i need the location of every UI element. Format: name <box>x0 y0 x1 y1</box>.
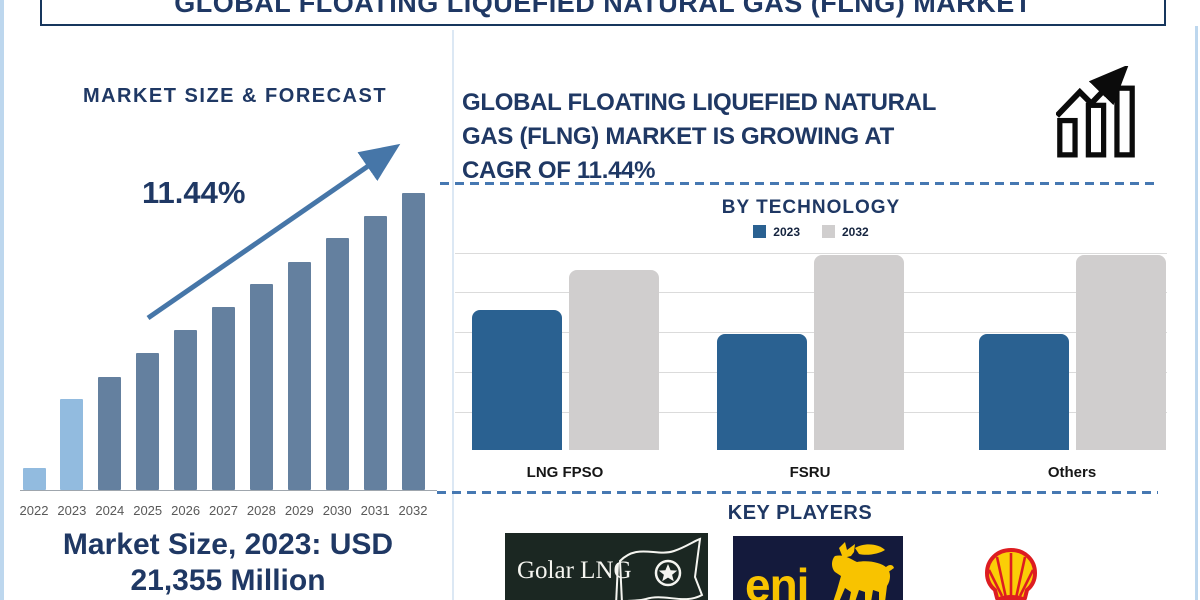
forecast-year-label-2030: 2030 <box>322 503 352 518</box>
eni-logo: eni <box>733 536 903 600</box>
growth-chart-icon <box>1056 66 1135 158</box>
market-size-caption-line1: Market Size, 2023: USD <box>62 528 394 561</box>
flng-growth-heading-line1: GLOBAL FLOATING LIQUEFIED NATURAL <box>462 89 937 116</box>
right-border-strip <box>1195 26 1198 600</box>
legend-label-2032: 2032 <box>842 224 869 239</box>
golar-flag-icon <box>615 537 704 600</box>
forecast-bar-2027 <box>212 307 235 490</box>
technology-gridline-2 <box>455 332 1167 333</box>
technology-gridline-4 <box>455 412 1167 413</box>
tech-bar-fsru-2023 <box>716 334 807 450</box>
forecast-year-label-2023: 2023 <box>57 503 87 518</box>
forecast-year-label-2031: 2031 <box>360 503 390 518</box>
technology-chart <box>455 244 1167 450</box>
tech-bar-others-2032 <box>1075 255 1166 450</box>
page-title: GLOBAL FLOATING LIQUEFIED NATURAL GAS (F… <box>174 0 1032 18</box>
golar-lng-logo-text: Golar LNG <box>517 556 632 584</box>
flng-growth-heading: GLOBAL FLOATING LIQUEFIED NATURAL GAS (F… <box>462 86 1032 188</box>
flng-growth-heading-line2: GAS (FLNG) MARKET IS GROWING AT <box>462 123 894 150</box>
forecast-year-label-2025: 2025 <box>133 503 163 518</box>
market-forecast-heading: MARKET SIZE & FORECAST <box>82 85 388 107</box>
technology-category-labels: LNG FPSO FSRU Others <box>455 464 1167 484</box>
left-border-strip <box>0 0 4 600</box>
tech-bar-lng-fpso-2023 <box>471 310 562 450</box>
forecast-year-label-2028: 2028 <box>246 503 276 518</box>
legend-label-2023: 2023 <box>773 224 800 239</box>
forecast-bar-2029 <box>287 262 311 490</box>
forecast-year-label-2029: 2029 <box>284 503 314 518</box>
tech-category-label-fsru: FSRU <box>789 464 831 481</box>
forecast-x-axis <box>20 490 437 491</box>
eni-logo-text: eni <box>745 559 809 600</box>
by-technology-heading: BY TECHNOLOGY <box>721 197 901 218</box>
legend-item-2023: 2023 <box>753 225 800 239</box>
technology-gridline-0 <box>455 253 1167 254</box>
market-size-caption-line2: 21,355 Million <box>130 564 326 597</box>
forecast-bar-2025 <box>136 353 160 490</box>
forecast-year-label-2026: 2026 <box>171 503 201 518</box>
forecast-year-labels: 2022 2023 2024 2025 2026 2027 2028 2029 2030 2031… <box>19 503 436 519</box>
forecast-bar-2031 <box>363 216 387 490</box>
tech-bar-others-2023 <box>978 334 1069 450</box>
tech-bar-lng-fpso-2032 <box>568 270 659 450</box>
technology-gridline-1 <box>455 292 1167 293</box>
forecast-bar-2023 <box>60 399 84 490</box>
tech-category-label-lng-fpso: LNG FPSO <box>526 464 604 481</box>
market-forecast-chart <box>22 130 436 490</box>
forecast-year-label-2022: 2022 <box>19 503 49 518</box>
forecast-bar-2030 <box>325 238 349 490</box>
technology-chart-legend: 2023 2032 <box>455 224 1167 239</box>
title-bar: GLOBAL FLOATING LIQUEFIED NATURAL GAS (F… <box>40 0 1166 26</box>
forecast-year-label-2024: 2024 <box>95 503 125 518</box>
forecast-year-label-2032: 2032 <box>398 503 428 518</box>
forecast-bar-2032 <box>401 193 425 490</box>
key-players-heading: KEY PLAYERS <box>727 502 873 524</box>
legend-item-2032: 2032 <box>822 225 869 239</box>
forecast-year-label-2027: 2027 <box>209 503 238 518</box>
forecast-bar-2024 <box>98 377 122 490</box>
market-size-caption: Market Size, 2023: USD 21,355 Million <box>12 527 444 599</box>
forecast-bar-2028 <box>249 284 273 490</box>
eni-dog-icon <box>832 542 894 600</box>
legend-swatch-2023 <box>753 225 767 238</box>
dashed-separator-bottom <box>437 491 1158 494</box>
forecast-bar-2026 <box>174 330 198 490</box>
tech-bar-fsru-2032 <box>813 255 904 450</box>
technology-gridline-3 <box>455 372 1167 373</box>
flng-growth-heading-line3: CAGR OF 11.44% <box>462 157 656 184</box>
cagr-annotation: 11.44% <box>142 175 246 210</box>
growth-arrow-icon <box>146 143 401 321</box>
forecast-bar-2022 <box>22 468 46 490</box>
tech-category-label-others: Others <box>1047 464 1097 481</box>
legend-swatch-2032 <box>822 225 835 238</box>
golar-lng-logo: Golar LNG <box>505 533 708 600</box>
dashed-separator-top <box>440 182 1158 185</box>
section-divider-vertical <box>452 30 454 600</box>
shell-pecten-icon <box>984 548 1038 600</box>
